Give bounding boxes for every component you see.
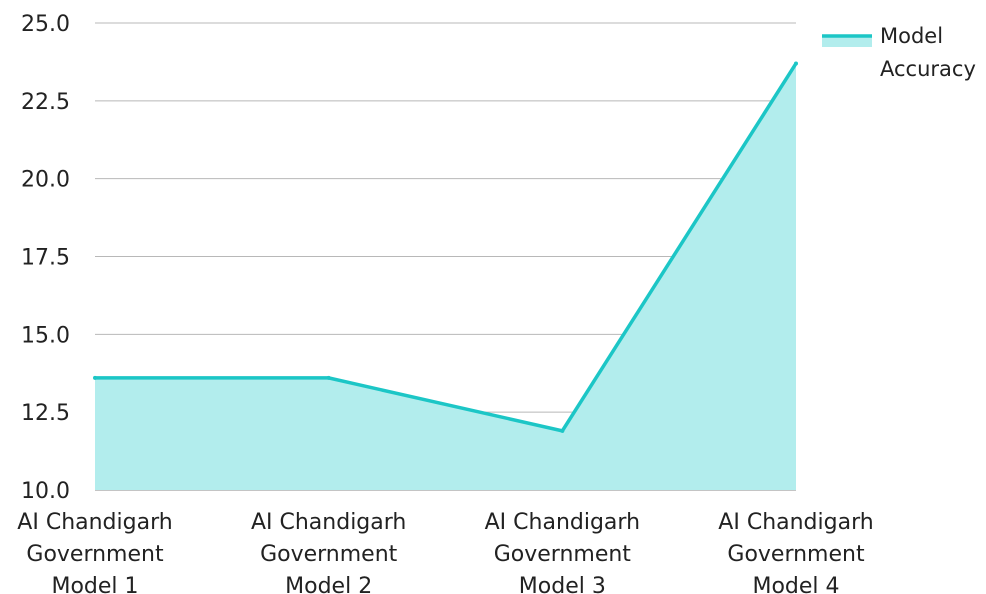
data-point-4 [794,61,798,66]
x-category-label: AI Chandigarh Government Model 3 [485,510,640,594]
legend-label-line-2: Accuracy [880,57,976,81]
series-line [95,62,798,433]
legend-label: Model Accuracy [880,24,976,81]
legend-label-line-1: Model [880,24,943,48]
y-tick-label: 25.0 [21,12,70,37]
y-tick-label: 10.0 [21,479,70,504]
y-tick-label: 20.0 [21,168,70,193]
y-tick-label: 17.5 [21,246,70,271]
y-tick-label: 15.0 [21,323,70,348]
data-point-2 [326,375,331,380]
data-point-1 [93,375,97,380]
y-tick-label: 12.5 [21,401,70,426]
y-tick-label: 22.5 [21,90,70,115]
x-category-label: AI Chandigarh Government Model 2 [251,510,406,594]
legend: Model Accuracy [822,24,976,81]
series-area-fill [95,63,796,491]
x-category-label: AI Chandigarh Government Model 1 [17,510,172,594]
legend-swatch-fill [822,35,872,47]
data-points [93,61,798,433]
x-axis-category-labels: AI Chandigarh Government Model 1 AI Chandig… [17,510,873,594]
data-point-3 [560,428,565,433]
x-category-label: AI Chandigarh Government Model 4 [718,510,873,594]
y-axis-tick-labels: 10.0 12.5 15.0 17.5 20.0 22.5 25.0 [21,12,70,504]
